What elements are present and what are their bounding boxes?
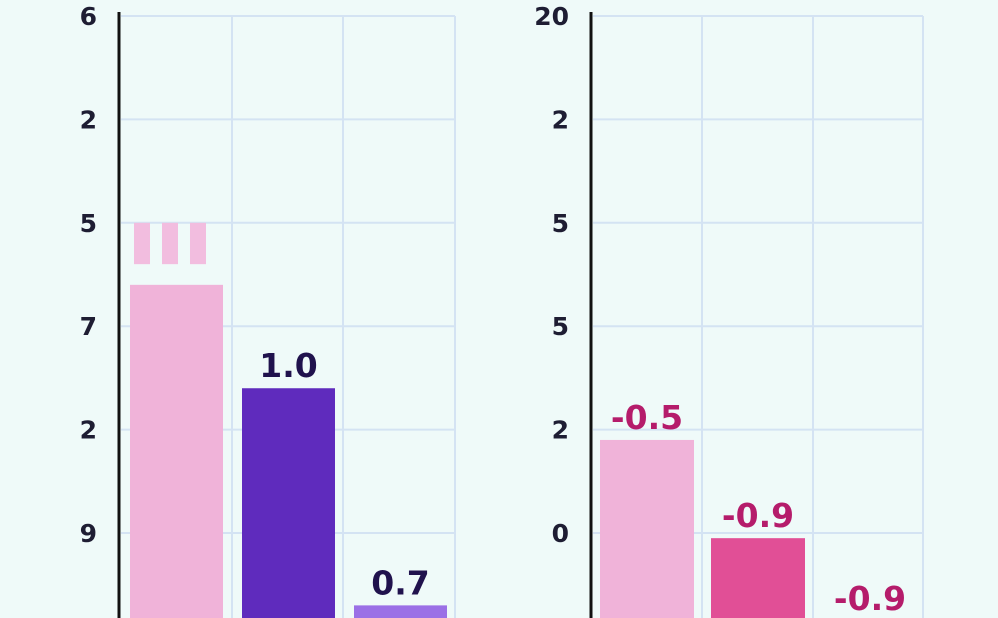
y-tick-label: 2 [552, 105, 569, 134]
bar [600, 439, 694, 618]
bar [354, 605, 447, 618]
left-bar-chart: 1.0 0.7 6 2 5 7 2 9 [80, 2, 456, 618]
bar-cap-segment [134, 222, 150, 265]
y-tick-label: 20 [534, 2, 569, 31]
data-label: -0.9 [834, 579, 906, 618]
bar [130, 284, 223, 618]
y-tick-label: 7 [80, 312, 97, 341]
y-tick-label: 2 [80, 105, 97, 134]
y-tick-label: 5 [552, 312, 569, 341]
y-tick-label: 6 [80, 2, 97, 31]
data-label: -0.9 [722, 496, 794, 535]
bar [242, 388, 335, 618]
y-tick-label: 5 [552, 209, 569, 238]
y-tick-label: 2 [552, 416, 569, 445]
y-tick-label: 0 [552, 519, 569, 548]
y-tick-label: 2 [80, 416, 97, 445]
bar-cap-segment [190, 222, 206, 265]
data-label: -0.5 [611, 398, 683, 437]
bar [711, 538, 805, 618]
data-label: 0.7 [371, 563, 429, 602]
y-tick-label: 9 [80, 519, 97, 548]
y-tick-label: 5 [80, 209, 97, 238]
bar-cap-segment [162, 222, 178, 265]
data-label: 1.0 [259, 346, 317, 385]
